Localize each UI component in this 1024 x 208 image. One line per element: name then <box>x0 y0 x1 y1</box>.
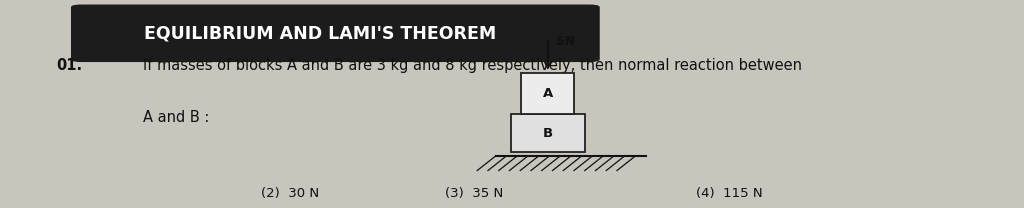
Text: A and B :: A and B : <box>143 110 210 125</box>
Text: 5N: 5N <box>556 35 575 48</box>
Text: (2)  30 N: (2) 30 N <box>261 187 319 200</box>
Text: (3)  35 N: (3) 35 N <box>445 187 504 200</box>
Bar <box>511 114 585 152</box>
Text: A: A <box>543 87 553 100</box>
Text: B: B <box>543 127 553 140</box>
Text: (4)  115 N: (4) 115 N <box>696 187 763 200</box>
Text: If masses of blocks A and B are 3 kg and 8 kg respectively, then normal reaction: If masses of blocks A and B are 3 kg and… <box>143 58 803 73</box>
Text: 01.: 01. <box>56 58 83 73</box>
Bar <box>521 73 574 114</box>
Text: EQUILIBRIUM AND LAMI'S THEOREM: EQUILIBRIUM AND LAMI'S THEOREM <box>143 24 496 42</box>
FancyBboxPatch shape <box>72 5 599 61</box>
